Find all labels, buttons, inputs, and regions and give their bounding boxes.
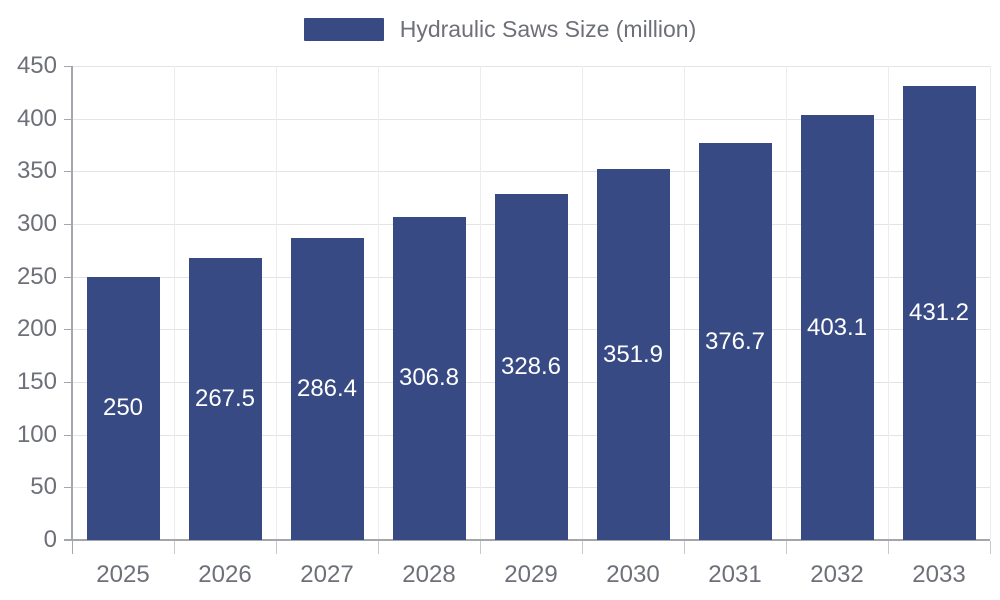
legend-swatch <box>303 18 384 41</box>
x-grid-line <box>276 66 277 540</box>
bar-value-label: 328.6 <box>500 352 562 380</box>
x-tick-mark <box>582 541 583 554</box>
y-tick-label: 100 <box>16 420 57 448</box>
bar-value-label: 306.8 <box>398 364 460 392</box>
x-grid-line <box>990 66 991 540</box>
y-tick-label: 350 <box>16 157 57 185</box>
y-tick-mark <box>64 224 72 225</box>
y-tick-label: 200 <box>16 315 57 343</box>
y-tick-mark <box>64 171 72 173</box>
x-axis-line <box>64 539 990 541</box>
x-tick-label: 2029 <box>504 561 558 588</box>
x-tick-mark <box>888 541 889 554</box>
bar: 250 <box>86 276 160 540</box>
y-tick-mark <box>64 276 72 278</box>
bar-value-label: 286.4 <box>296 375 358 403</box>
y-tick-label: 0 <box>43 526 57 553</box>
x-tick-mark <box>174 541 175 554</box>
y-grid-line <box>72 118 990 120</box>
y-tick-mark <box>64 329 72 331</box>
x-tick-label: 2032 <box>810 561 864 588</box>
bar-value-label: 431.2 <box>908 298 970 326</box>
x-tick-label: 2030 <box>606 561 660 588</box>
bar-value-label: 403.1 <box>806 313 868 341</box>
bar-value-label: 376.7 <box>704 327 766 355</box>
legend-label: Hydraulic Saws Size (million) <box>399 16 697 42</box>
x-tick-mark <box>378 541 379 554</box>
bar: 267.5 <box>188 258 262 540</box>
x-tick-mark <box>990 541 991 554</box>
x-grid-line <box>888 66 889 540</box>
legend[interactable]: Hydraulic Saws Size (million) <box>0 18 1000 41</box>
y-tick-label: 150 <box>16 368 57 395</box>
x-tick-label: 2027 <box>300 561 354 588</box>
y-tick-mark <box>64 487 72 489</box>
plot-area: 0 50 100 150 200 250 300 350 400 450 250 2025 267.5 2… <box>17 52 991 588</box>
y-grid-line <box>72 171 990 173</box>
x-grid-line <box>684 66 685 540</box>
bar: 431.2 <box>902 85 976 540</box>
x-tick-label: 2025 <box>96 561 150 588</box>
x-tick-label: 2028 <box>402 561 456 588</box>
y-tick-mark <box>64 118 72 120</box>
x-grid-line <box>480 66 481 540</box>
bar-value-label: 267.5 <box>194 385 256 413</box>
y-tick-label: 300 <box>16 210 57 237</box>
x-tick-label: 2033 <box>912 561 966 588</box>
x-tick-mark <box>684 541 685 554</box>
x-tick-mark <box>276 541 277 554</box>
x-grid-line <box>582 66 583 540</box>
y-tick-label: 400 <box>16 104 57 132</box>
bar-value-label: 351.9 <box>602 340 664 368</box>
bar: 403.1 <box>800 115 874 540</box>
x-tick-mark <box>480 541 481 554</box>
y-tick-mark <box>64 66 72 67</box>
x-grid-line <box>786 66 787 540</box>
bar: 306.8 <box>392 216 466 540</box>
bar: 328.6 <box>494 193 568 540</box>
y-tick-label: 450 <box>16 52 57 79</box>
y-tick-label: 50 <box>30 473 57 501</box>
y-tick-mark <box>64 382 72 383</box>
x-grid-line <box>378 66 379 540</box>
x-tick-label: 2026 <box>198 561 252 588</box>
bar-value-label: 250 <box>102 394 144 422</box>
y-axis-line <box>71 66 73 540</box>
y-grid-line <box>72 66 990 67</box>
x-grid-line <box>174 66 175 540</box>
bar: 286.4 <box>290 238 364 540</box>
x-tick-mark <box>72 541 73 554</box>
x-tick-mark <box>786 541 787 554</box>
x-tick-label: 2031 <box>708 561 762 588</box>
y-tick-label: 250 <box>16 262 57 290</box>
y-tick-mark <box>64 434 72 436</box>
bar: 376.7 <box>698 143 772 540</box>
bar: 351.9 <box>596 169 670 540</box>
